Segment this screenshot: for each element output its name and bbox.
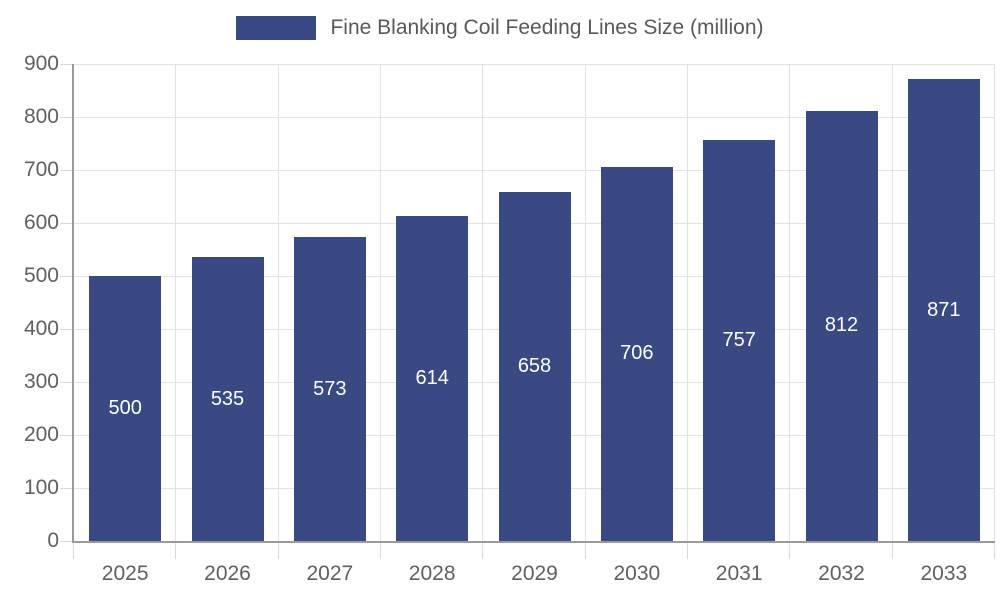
- grid-line-vertical: [175, 64, 177, 541]
- y-tick: [60, 488, 72, 489]
- x-tick: [584, 543, 586, 559]
- bar[interactable]: 706: [600, 166, 673, 541]
- x-tick-label: 2032: [818, 562, 865, 585]
- x-tick: [482, 543, 484, 559]
- x-tick: [687, 543, 688, 559]
- y-tick-label: 600: [23, 211, 59, 234]
- bar-value-label: 614: [415, 366, 449, 389]
- bar-value-label: 757: [722, 328, 756, 351]
- y-tick-label: 100: [23, 476, 59, 499]
- bar-value-label: 573: [313, 377, 347, 400]
- grid-line-vertical: [380, 64, 381, 541]
- x-tick-label: 2030: [613, 562, 661, 585]
- x-tick: [73, 543, 74, 559]
- y-tick: [60, 64, 72, 65]
- y-tick-label: 500: [23, 264, 59, 287]
- y-tick: [60, 117, 72, 118]
- bar[interactable]: 871: [907, 79, 980, 541]
- y-tick-label: 0: [47, 529, 59, 552]
- x-tick-label: 2033: [920, 562, 968, 585]
- bar-value-label: 871: [927, 298, 961, 321]
- bar-value-label: 812: [824, 314, 859, 337]
- grid-line-vertical: [789, 64, 791, 541]
- y-tick: [60, 223, 72, 224]
- legend-label: Fine Blanking Coil Feeding Lines Size (m…: [330, 16, 764, 39]
- grid-line-vertical: [891, 64, 893, 541]
- bar[interactable]: 614: [396, 215, 469, 541]
- x-tick: [891, 543, 893, 559]
- y-tick: [60, 329, 72, 330]
- bar-value-label: 706: [620, 342, 654, 365]
- y-tick: [60, 276, 72, 277]
- y-axis-line: [72, 64, 74, 543]
- bar-value-label: 658: [517, 355, 552, 378]
- y-axis-labels: 0 100 200 300 400 500 600 700 800 900: [24, 52, 995, 552]
- grid-line-vertical: [584, 64, 586, 541]
- grid-line-vertical: [687, 64, 688, 541]
- x-tick-label: 2027: [306, 562, 354, 585]
- x-tick-label: 2028: [408, 562, 456, 585]
- x-tick: [380, 543, 381, 559]
- bar-value-label: 500: [108, 397, 142, 419]
- y-tick-label: 700: [23, 158, 59, 181]
- bar-layer: 500 535 573 614 658 706 757 812 871: [74, 64, 995, 541]
- x-tick: [994, 543, 995, 559]
- plot-area: 500 535 573 614 658 706 757 812 871 0 100 200 300 40…: [24, 52, 995, 585]
- x-tick-label: 2026: [204, 562, 251, 585]
- y-tick-label: 200: [23, 423, 59, 446]
- bar[interactable]: 573: [293, 237, 366, 541]
- grid-line-horizontal: [74, 170, 995, 171]
- y-axis-ticks: [60, 64, 995, 542]
- x-tick: [789, 543, 791, 559]
- grid-line-vertical: [277, 64, 279, 541]
- grid-line-vertical: [482, 64, 484, 541]
- bar-value-label: 535: [210, 387, 245, 410]
- y-tick-label: 400: [23, 317, 59, 340]
- grid-line-horizontal: [74, 117, 995, 118]
- bar[interactable]: 500: [89, 276, 162, 541]
- y-tick-label: 800: [23, 105, 59, 128]
- y-tick: [60, 435, 72, 436]
- bar[interactable]: 757: [703, 139, 776, 541]
- y-tick: [60, 541, 72, 542]
- x-axis-line: [72, 541, 995, 543]
- x-tick: [277, 543, 279, 559]
- x-axis-ticks: [73, 64, 995, 559]
- x-tick-label: 2025: [101, 562, 149, 585]
- y-tick: [60, 170, 72, 171]
- grid-line-horizontal: [74, 64, 995, 65]
- y-tick-label: 300: [23, 370, 59, 393]
- x-axis-labels: 2025 2026 2027 2028 2029 2030 2031 2032 2033: [74, 64, 995, 585]
- x-tick-label: 2029: [511, 562, 558, 585]
- y-tick: [60, 382, 72, 383]
- x-tick: [175, 543, 177, 559]
- bar[interactable]: 535: [191, 257, 264, 541]
- grid-line-vertical: [994, 64, 995, 541]
- bar[interactable]: 658: [498, 192, 571, 541]
- y-tick-label: 900: [23, 52, 59, 75]
- bar[interactable]: 812: [805, 110, 878, 541]
- x-tick-label: 2031: [715, 562, 763, 585]
- legend-item[interactable]: Fine Blanking Coil Feeding Lines Size (m…: [0, 16, 1000, 40]
- legend-swatch-icon: [236, 16, 317, 40]
